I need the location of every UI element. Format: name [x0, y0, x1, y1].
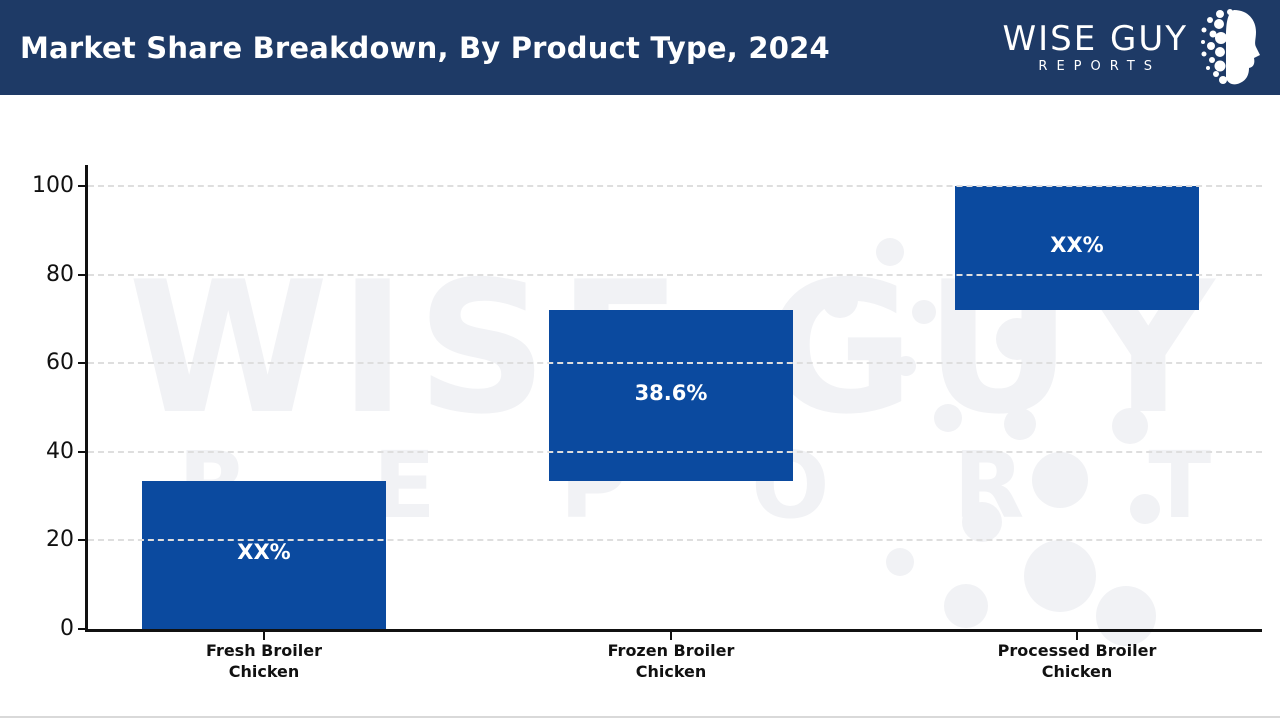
watermark-dot — [886, 548, 914, 576]
x-tick-mark — [263, 632, 265, 640]
x-category-line: Chicken — [228, 662, 300, 681]
watermark-dot — [912, 300, 936, 324]
x-category-label-1: Fresh Broiler Chicken — [144, 640, 384, 682]
gridline-40 — [88, 450, 1262, 453]
watermark-dot — [1004, 408, 1036, 440]
watermark-dot — [876, 238, 904, 266]
watermark-dot — [944, 584, 988, 628]
y-tick-label: 0 — [60, 616, 74, 641]
x-category-line: Chicken — [635, 662, 707, 681]
watermark-dot — [962, 502, 1002, 542]
y-tick-label: 20 — [46, 527, 74, 553]
logo-head-icon — [1201, 8, 1260, 84]
y-tick-label: 40 — [46, 438, 74, 464]
y-tick-label: 80 — [46, 261, 74, 287]
gridline-60 — [88, 362, 1262, 365]
x-category-line: Processed Broiler — [997, 641, 1157, 660]
y-tick-mark — [78, 450, 86, 453]
watermark-dot — [934, 404, 962, 432]
logo-text: WISE GUY REPORTS — [1002, 21, 1188, 75]
bottom-divider — [0, 716, 1280, 718]
logo-subtext: REPORTS — [1038, 58, 1162, 74]
y-tick-mark — [78, 628, 86, 630]
y-tick-label: 100 — [32, 173, 74, 198]
page-title: Market Share Breakdown, By Product Type,… — [20, 30, 830, 65]
bar-3 — [955, 186, 1199, 311]
x-tick-mark — [1076, 632, 1078, 640]
x-category-line: Frozen Broiler — [607, 641, 735, 660]
watermark-dot — [1130, 494, 1160, 524]
bar-value-label: XX% — [237, 540, 291, 565]
x-category-line: Fresh Broiler — [206, 641, 322, 660]
y-tick-label: 60 — [46, 350, 74, 376]
y-tick-mark — [78, 273, 86, 276]
watermark-dot — [1096, 586, 1156, 646]
gridline-100 — [88, 185, 1262, 187]
x-axis-spine — [85, 629, 1262, 632]
y-axis-spine — [85, 165, 88, 632]
bar-value-label: 38.6% — [634, 380, 708, 405]
brand-logo: WISE GUY REPORTS — [1002, 6, 1262, 90]
logo-wordmark: WISE GUY — [1002, 18, 1188, 59]
y-tick-mark — [78, 362, 86, 365]
watermark-dot — [1032, 452, 1088, 508]
watermark-dot — [1024, 540, 1096, 612]
y-tick-mark — [78, 539, 86, 542]
watermark-dot — [1112, 408, 1148, 444]
watermark-dot — [996, 318, 1038, 360]
header-bar: Market Share Breakdown, By Product Type,… — [0, 0, 1280, 95]
watermark-dot — [896, 356, 916, 376]
x-category-label-2: Frozen Broiler Chicken — [551, 640, 791, 682]
x-category-line: Chicken — [1041, 662, 1113, 681]
x-tick-mark — [670, 632, 672, 640]
gridline-80 — [88, 273, 1262, 276]
bar-value-label: XX% — [1050, 233, 1104, 258]
x-category-label-3: Processed Broiler Chicken — [957, 640, 1197, 682]
watermark-dot — [822, 282, 858, 318]
bar-1 — [142, 481, 386, 629]
y-tick-mark — [78, 185, 86, 187]
gridline-20 — [88, 539, 1262, 542]
